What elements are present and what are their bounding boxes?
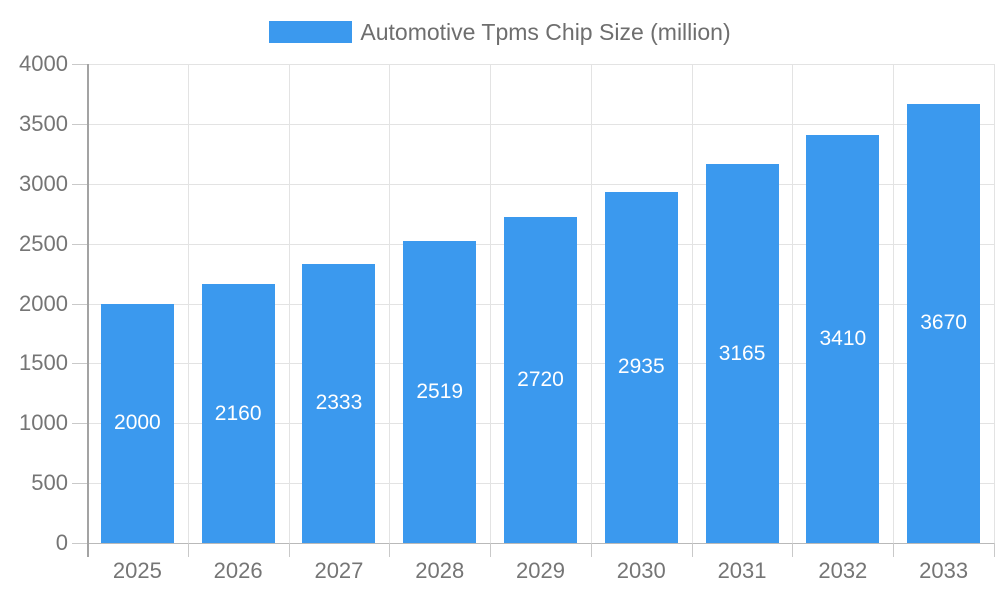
x-tick-label: 2026 [213,558,263,583]
gridline-vertical [893,64,894,543]
x-tick-label: 2028 [415,558,465,583]
x-tick-label: 2032 [818,558,868,583]
bar-value-label: 2935 [617,355,665,379]
x-axis-tick [792,543,793,557]
y-axis-tick [72,183,87,185]
x-tick-label: 2033 [919,558,969,583]
y-axis-tick [72,543,87,544]
x-tick-label: 2027 [314,558,364,583]
x-tick-label: 2029 [516,558,565,583]
legend-label: Automotive Tpms Chip Size (million) [360,18,731,45]
y-tick-label: 1500 [19,350,68,376]
gridline-horizontal [87,64,994,65]
y-axis-tick [72,243,87,245]
y-axis-tick [72,423,87,425]
gridline-vertical [490,64,491,543]
bar-2028[interactable]: 2519 [403,241,477,543]
bar-2030[interactable]: 2935 [604,191,678,543]
bar-2033[interactable]: 3670 [907,103,981,543]
gridline-vertical [692,64,693,543]
x-tick-label: 2031 [717,558,767,583]
x-axis-tick [490,543,491,557]
y-axis-tick [72,64,87,65]
gridline-vertical [188,64,189,543]
gridline-vertical [389,64,390,543]
bar-2025[interactable]: 2000 [100,303,174,543]
x-axis-tick [389,543,390,557]
y-tick-label: 3500 [19,110,68,136]
x-axis-baseline [87,543,994,544]
plot-area: 2000 2160 2333 2519 2720 2935 3165 3410 3670 [87,64,995,544]
y-axis-tick [72,483,87,485]
y-tick-label: 500 [31,470,68,496]
y-axis-tick [72,303,87,305]
bar-value-label: 3670 [920,311,967,335]
y-tick-label: 2500 [19,230,68,256]
gridline-vertical [792,64,793,543]
x-axis-tick [994,543,995,557]
bar-value-label: 2519 [416,380,464,404]
bar-value-label: 2333 [315,391,363,415]
x-tick-label: 2025 [112,558,162,583]
bar-2032[interactable]: 3410 [806,134,880,543]
bar-value-label: 2160 [214,401,262,425]
bar-value-label: 3165 [718,341,766,365]
y-tick-label: 0 [55,530,68,555]
gridline-vertical [289,64,290,543]
legend-swatch-icon [269,21,353,43]
bar-2027[interactable]: 2333 [302,263,376,543]
bar-value-label: 2000 [114,411,161,435]
legend-item[interactable]: Automotive Tpms Chip Size (million) [0,18,1000,46]
y-axis-line [87,64,89,557]
x-axis-tick [692,543,693,557]
gridline-vertical [591,64,592,543]
y-tick-label: 2000 [19,290,68,316]
x-axis-tick [591,543,592,557]
y-axis-tick [72,363,87,365]
x-tick-label: 2030 [616,558,666,583]
x-axis-tick [893,543,894,557]
x-axis-tick [289,543,290,557]
bar-value-label: 2720 [517,368,564,392]
y-tick-label: 1000 [19,410,68,436]
gridline-horizontal [87,123,994,125]
bar-2029[interactable]: 2720 [504,217,577,543]
bar-value-label: 3410 [819,326,867,350]
bar-2031[interactable]: 3165 [705,164,779,543]
y-tick-label: 3000 [19,170,68,196]
gridline-vertical [994,64,995,543]
x-axis-tick [188,543,189,557]
gridline-horizontal [87,183,994,185]
y-tick-label: 4000 [19,51,68,76]
bar-2026[interactable]: 2160 [201,284,275,543]
y-axis-tick [72,123,87,125]
